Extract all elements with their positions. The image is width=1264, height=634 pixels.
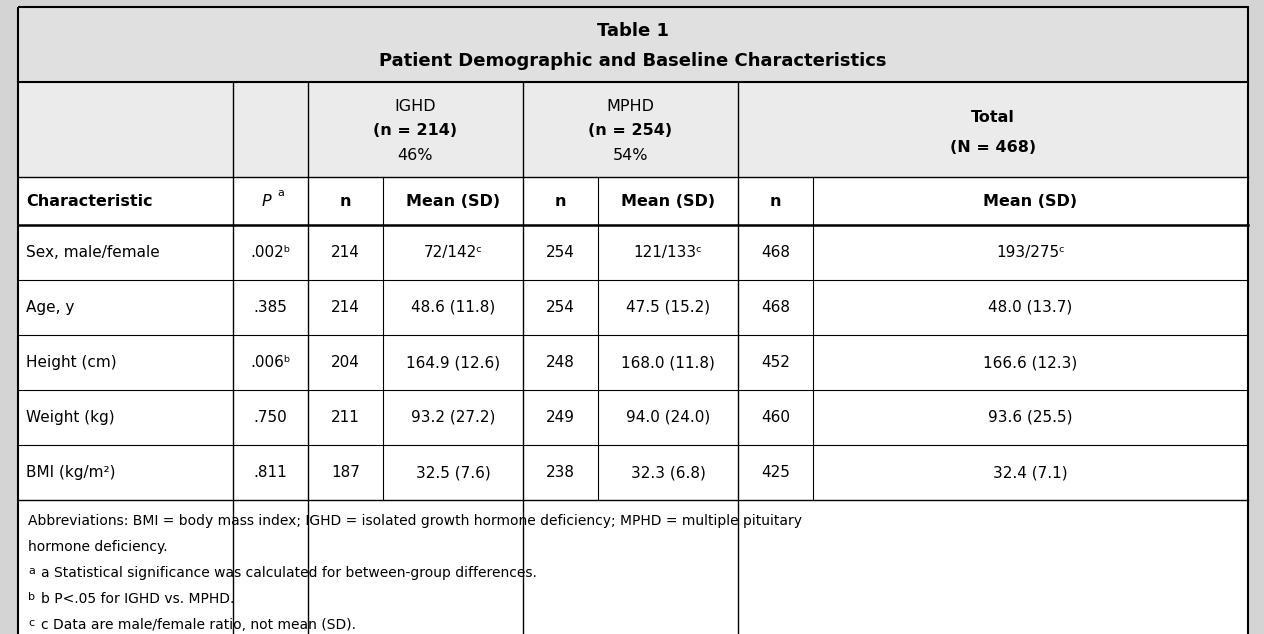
Text: .385: .385 [254, 300, 287, 315]
Text: IGHD: IGHD [394, 99, 436, 114]
Text: c Data are male/female ratio, not mean (SD).: c Data are male/female ratio, not mean (… [40, 618, 356, 632]
Text: 249: 249 [546, 410, 575, 425]
Text: 193/275ᶜ: 193/275ᶜ [996, 245, 1064, 260]
Text: 164.9 (12.6): 164.9 (12.6) [406, 355, 501, 370]
Text: 48.6 (11.8): 48.6 (11.8) [411, 300, 495, 315]
Text: 254: 254 [546, 300, 575, 315]
Text: .002ᵇ: .002ᵇ [250, 245, 291, 260]
Text: 460: 460 [761, 410, 790, 425]
Text: 54%: 54% [613, 148, 648, 163]
Text: .006ᵇ: .006ᵇ [250, 355, 291, 370]
Text: 32.3 (6.8): 32.3 (6.8) [631, 465, 705, 480]
Text: hormone deficiency.: hormone deficiency. [28, 540, 168, 554]
Text: 468: 468 [761, 300, 790, 315]
Text: 214: 214 [331, 300, 360, 315]
Text: n: n [555, 193, 566, 209]
Text: 93.6 (25.5): 93.6 (25.5) [988, 410, 1073, 425]
Text: n: n [340, 193, 351, 209]
Text: 32.5 (7.6): 32.5 (7.6) [416, 465, 490, 480]
Text: 254: 254 [546, 245, 575, 260]
Text: 121/133ᶜ: 121/133ᶜ [633, 245, 703, 260]
Text: 46%: 46% [398, 148, 434, 163]
Text: (n = 214): (n = 214) [373, 123, 458, 138]
Text: 168.0 (11.8): 168.0 (11.8) [621, 355, 715, 370]
Text: BMI (kg/m²): BMI (kg/m²) [27, 465, 115, 480]
Text: c: c [28, 618, 34, 628]
Text: Sex, male/female: Sex, male/female [27, 245, 159, 260]
Text: Mean (SD): Mean (SD) [406, 193, 501, 209]
Text: a: a [28, 566, 35, 576]
Text: 94.0 (24.0): 94.0 (24.0) [626, 410, 710, 425]
Bar [18, 500, 1248, 634]
Bar [18, 7, 1248, 82]
Text: Height (cm): Height (cm) [27, 355, 116, 370]
Text: Total: Total [971, 110, 1015, 125]
Text: 93.2 (27.2): 93.2 (27.2) [411, 410, 495, 425]
Text: 72/142ᶜ: 72/142ᶜ [423, 245, 483, 260]
Text: 211: 211 [331, 410, 360, 425]
Text: 468: 468 [761, 245, 790, 260]
Text: n: n [770, 193, 781, 209]
Text: a: a [277, 188, 284, 198]
Text: 48.0 (13.7): 48.0 (13.7) [988, 300, 1073, 315]
Text: 214: 214 [331, 245, 360, 260]
Text: .750: .750 [254, 410, 287, 425]
Text: b: b [28, 592, 35, 602]
Text: 204: 204 [331, 355, 360, 370]
Text: 238: 238 [546, 465, 575, 480]
Text: .811: .811 [254, 465, 287, 480]
Text: Characteristic: Characteristic [27, 193, 153, 209]
Text: 452: 452 [761, 355, 790, 370]
Text: a Statistical significance was calculated for between-group differences.: a Statistical significance was calculate… [40, 566, 537, 580]
Text: 187: 187 [331, 465, 360, 480]
Text: $\mathit{P}$: $\mathit{P}$ [260, 193, 272, 209]
Text: Weight (kg): Weight (kg) [27, 410, 115, 425]
Text: 248: 248 [546, 355, 575, 370]
Text: Age, y: Age, y [27, 300, 75, 315]
Text: Table 1: Table 1 [597, 22, 669, 41]
Text: Mean (SD): Mean (SD) [983, 193, 1078, 209]
Text: 425: 425 [761, 465, 790, 480]
Text: Abbreviations: BMI = body mass index; IGHD = isolated growth hormone deficiency;: Abbreviations: BMI = body mass index; IG… [28, 514, 801, 528]
Text: b P<.05 for IGHD vs. MPHD.: b P<.05 for IGHD vs. MPHD. [40, 592, 234, 606]
Text: Patient Demographic and Baseline Characteristics: Patient Demographic and Baseline Charact… [379, 51, 887, 70]
Text: Mean (SD): Mean (SD) [621, 193, 715, 209]
Text: MPHD: MPHD [607, 99, 655, 114]
Text: 47.5 (15.2): 47.5 (15.2) [626, 300, 710, 315]
Text: (N = 468): (N = 468) [951, 140, 1036, 155]
Text: 32.4 (7.1): 32.4 (7.1) [994, 465, 1068, 480]
Bar [18, 177, 1248, 500]
Bar [18, 82, 1248, 177]
Text: (n = 254): (n = 254) [589, 123, 672, 138]
Text: 166.6 (12.3): 166.6 (12.3) [983, 355, 1078, 370]
